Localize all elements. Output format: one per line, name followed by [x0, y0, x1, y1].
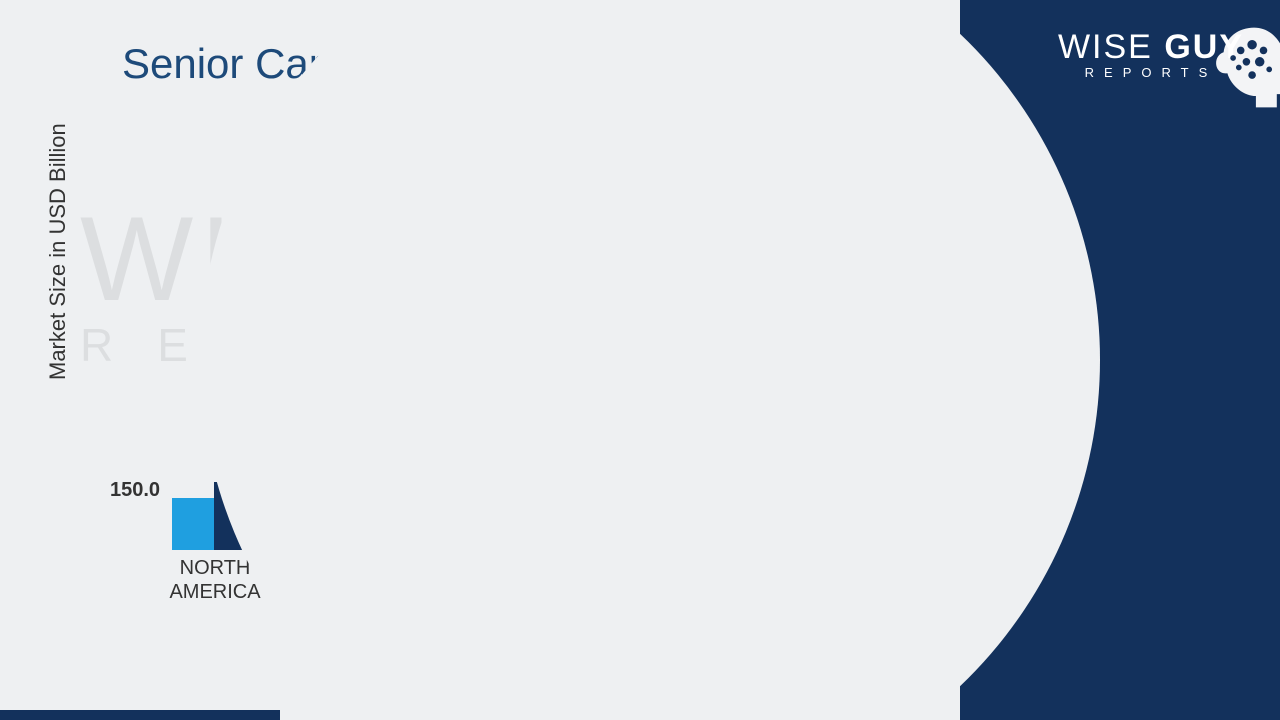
- y-axis-label: Market Size in USD Billion: [45, 123, 71, 380]
- bottom-accent-bar: [0, 710, 280, 720]
- y-tick-label: 150.0: [110, 479, 160, 502]
- brand-panel: WISE GUY REPORTS: [960, 0, 1280, 720]
- brand-word-wise: WISE: [1058, 28, 1153, 66]
- bar-2024: [172, 498, 214, 550]
- brand-head-icon: [1197, 20, 1280, 115]
- page-root: WISE GUY REPORTS Senior Care Facility Ma…: [0, 0, 1280, 720]
- circle-cutout: [200, 0, 1100, 720]
